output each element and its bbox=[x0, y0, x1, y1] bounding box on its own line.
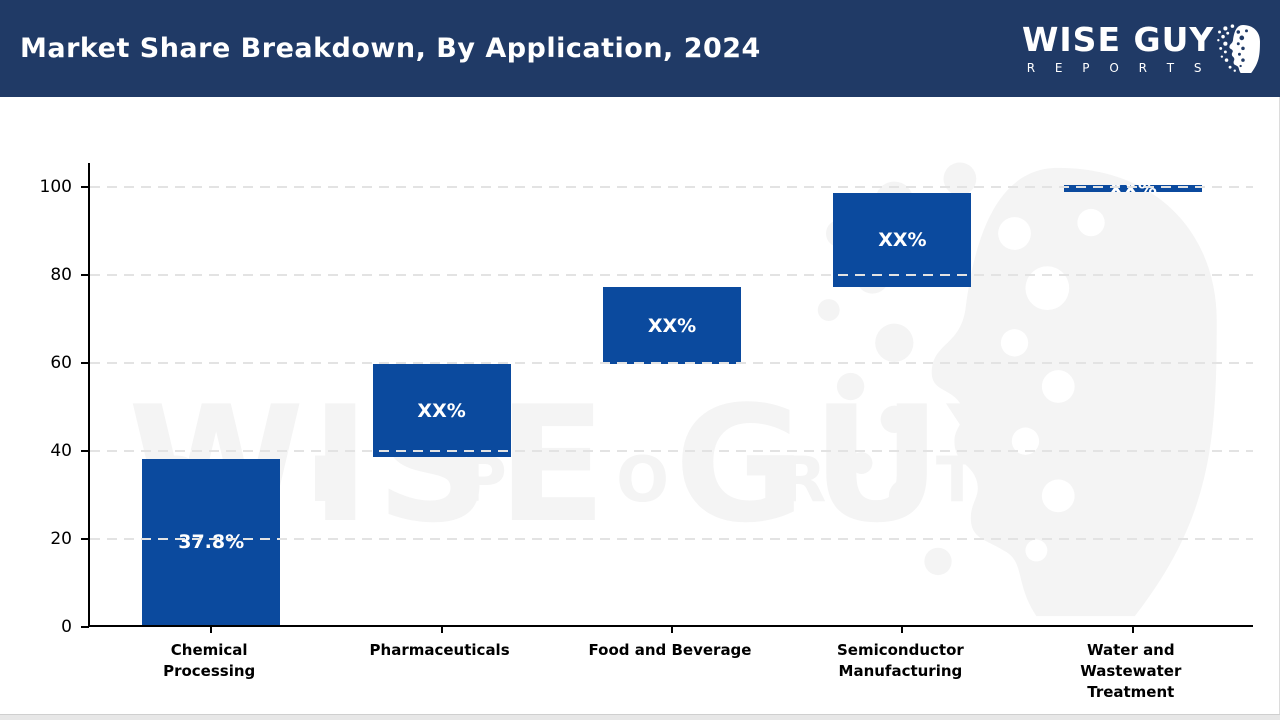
y-tick-label: 80 bbox=[50, 265, 72, 285]
bar: 37.8% bbox=[142, 458, 281, 625]
bar: XX% bbox=[1063, 185, 1202, 193]
bar-value-label: XX% bbox=[1109, 185, 1157, 192]
chart-canvas: WISE GUY R E P O R T S 37.8%XX%XX%XX%XX%… bbox=[0, 97, 1280, 714]
y-tick-label: 20 bbox=[50, 529, 72, 549]
x-category-label: Pharmaceuticals bbox=[369, 641, 510, 659]
y-tick-mark bbox=[81, 538, 89, 540]
watermark-wordmark: WISE GUY bbox=[128, 371, 1070, 558]
y-tick-mark bbox=[81, 274, 89, 276]
x-category-label: Semiconductor Manufacturing bbox=[836, 641, 964, 680]
gridline bbox=[90, 274, 1253, 276]
bottom-border-strip bbox=[0, 714, 1280, 720]
header-bar: Market Share Breakdown, By Application, … bbox=[0, 0, 1280, 97]
y-tick-label: 60 bbox=[50, 353, 72, 373]
y-tick-label: 0 bbox=[61, 617, 72, 637]
x-category-label: Water and Wastewater Treatment bbox=[1080, 641, 1182, 701]
gridline bbox=[90, 450, 1253, 452]
x-tick-mark bbox=[671, 625, 673, 633]
bar: XX% bbox=[603, 287, 741, 365]
x-tick-mark bbox=[1131, 625, 1134, 633]
bar-value-label: XX% bbox=[878, 229, 927, 252]
plot-area: 37.8% XX% XX% XX% XX% 0 20 40 60 80 100 bbox=[40, 163, 1253, 637]
bar: XX% bbox=[372, 364, 511, 457]
bar-value-label: 37.8% bbox=[178, 530, 245, 553]
gridline bbox=[90, 362, 1253, 364]
logo-wordmark: WISE GUY bbox=[1022, 20, 1215, 59]
y-tick-mark bbox=[81, 186, 89, 188]
logo-subtitle: R E P O R T S bbox=[1026, 61, 1210, 75]
wise-guy-logo: WISE GUY R E P O R T S bbox=[1022, 8, 1262, 90]
bar-value-label: XX% bbox=[417, 399, 466, 422]
y-tick-mark bbox=[81, 626, 89, 628]
page-title: Market Share Breakdown, By Application, … bbox=[20, 33, 761, 64]
x-tick-mark bbox=[440, 625, 443, 633]
gridline bbox=[90, 186, 1253, 188]
y-tick-label: 40 bbox=[50, 441, 72, 461]
x-category-label: Chemical Processing bbox=[163, 641, 256, 680]
x-tick-mark bbox=[210, 625, 213, 633]
logo-text: WISE GUY R E P O R T S bbox=[1022, 22, 1214, 76]
y-tick-mark bbox=[81, 362, 89, 364]
gridline bbox=[90, 538, 1253, 540]
x-tick-mark bbox=[901, 625, 904, 633]
bar: XX% bbox=[833, 192, 972, 288]
y-tick-label: 100 bbox=[39, 177, 72, 197]
bar-value-label: XX% bbox=[647, 314, 697, 337]
y-tick-mark bbox=[81, 450, 89, 452]
bars-container: 37.8% XX% XX% XX% XX% bbox=[96, 163, 1248, 625]
face-profile-icon bbox=[1217, 24, 1261, 74]
x-category-label: Food and Beverage bbox=[588, 641, 752, 659]
